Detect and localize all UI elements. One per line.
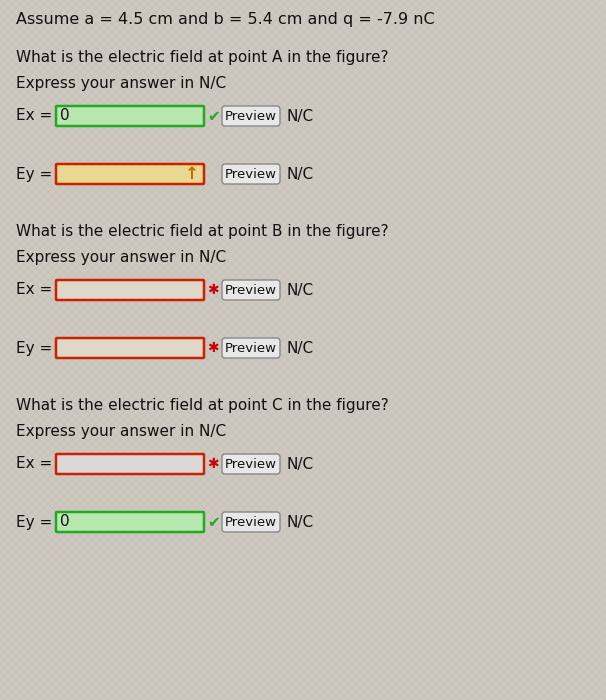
Text: ↑: ↑ <box>185 165 199 183</box>
Text: N/C: N/C <box>286 514 313 529</box>
Text: 0: 0 <box>60 108 70 123</box>
Text: N/C: N/C <box>286 283 313 298</box>
Text: Preview: Preview <box>225 284 277 297</box>
FancyBboxPatch shape <box>222 512 280 532</box>
Text: Ey =: Ey = <box>16 340 52 356</box>
Text: What is the electric field at point A in the figure?: What is the electric field at point A in… <box>16 50 388 65</box>
FancyBboxPatch shape <box>56 454 204 474</box>
Text: What is the electric field at point C in the figure?: What is the electric field at point C in… <box>16 398 389 413</box>
Text: Express your answer in N/C: Express your answer in N/C <box>16 250 226 265</box>
Text: What is the electric field at point B in the figure?: What is the electric field at point B in… <box>16 224 388 239</box>
Text: ✔: ✔ <box>207 108 220 123</box>
Text: Preview: Preview <box>225 109 277 122</box>
Text: Express your answer in N/C: Express your answer in N/C <box>16 424 226 439</box>
Text: N/C: N/C <box>286 456 313 472</box>
Text: Preview: Preview <box>225 167 277 181</box>
Text: Assume a = 4.5 cm and b = 5.4 cm and q = -7.9 nC: Assume a = 4.5 cm and b = 5.4 cm and q =… <box>16 12 435 27</box>
FancyBboxPatch shape <box>56 338 204 358</box>
Text: Ex =: Ex = <box>16 456 52 472</box>
FancyBboxPatch shape <box>222 106 280 126</box>
Text: Express your answer in N/C: Express your answer in N/C <box>16 76 226 91</box>
FancyBboxPatch shape <box>56 164 204 184</box>
FancyBboxPatch shape <box>222 338 280 358</box>
FancyBboxPatch shape <box>222 454 280 474</box>
Text: Preview: Preview <box>225 342 277 354</box>
Text: ✱: ✱ <box>207 457 219 471</box>
Text: N/C: N/C <box>286 167 313 181</box>
FancyBboxPatch shape <box>222 280 280 300</box>
FancyBboxPatch shape <box>222 164 280 184</box>
Text: Preview: Preview <box>225 458 277 470</box>
Text: ✱: ✱ <box>207 283 219 297</box>
Text: Ex =: Ex = <box>16 108 52 123</box>
Text: Ey =: Ey = <box>16 514 52 529</box>
Text: Preview: Preview <box>225 515 277 528</box>
Text: N/C: N/C <box>286 108 313 123</box>
FancyBboxPatch shape <box>56 512 204 532</box>
FancyBboxPatch shape <box>56 106 204 126</box>
Text: ✱: ✱ <box>207 341 219 355</box>
Text: ✔: ✔ <box>207 514 220 529</box>
Text: N/C: N/C <box>286 340 313 356</box>
FancyBboxPatch shape <box>56 280 204 300</box>
Text: Ex =: Ex = <box>16 283 52 298</box>
Text: 0: 0 <box>60 514 70 529</box>
Text: Ey =: Ey = <box>16 167 52 181</box>
